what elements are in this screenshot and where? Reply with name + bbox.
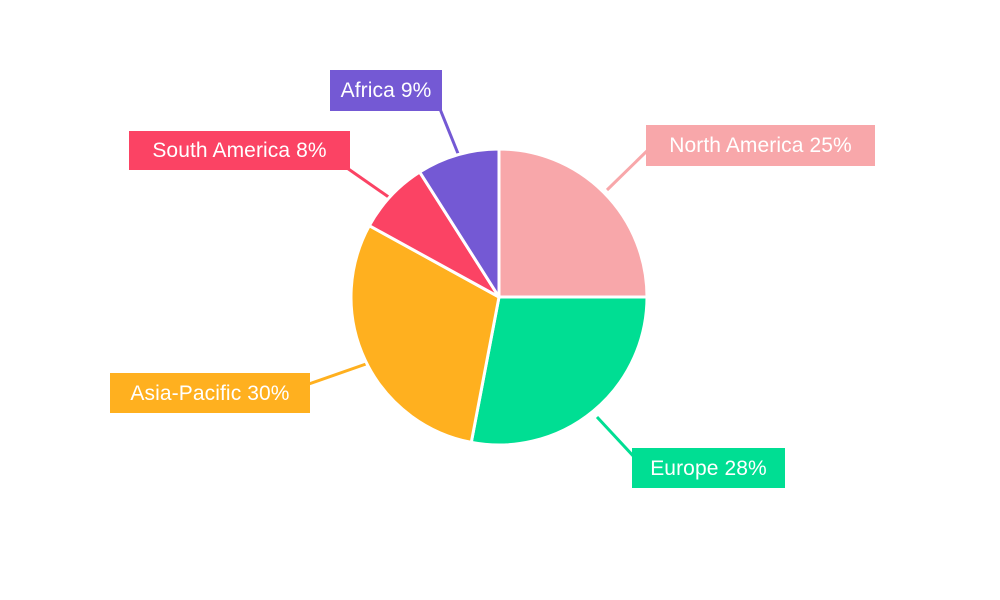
leader-line-north-america [605, 146, 652, 192]
pie-label-north-america[interactable]: North America 25% [646, 125, 875, 166]
leader-line-asia-pacific [305, 362, 367, 387]
pie-label-asia-pacific[interactable]: Asia-Pacific 30% [110, 373, 310, 413]
pie-slice-north-america[interactable] [497, 147, 649, 299]
pie-slice-asia-pacific[interactable] [349, 224, 501, 444]
pie-slice-europe[interactable] [469, 295, 649, 447]
leader-line-europe [595, 415, 638, 461]
pie-slice-africa[interactable] [418, 147, 501, 299]
pie-label-africa[interactable]: Africa 9% [330, 70, 442, 111]
leader-line-south-america [346, 166, 391, 200]
pie-slices-group [349, 147, 649, 447]
pie-label-europe[interactable]: Europe 28% [632, 448, 785, 488]
pie-label-south-america[interactable]: South America 8% [129, 131, 350, 170]
leader-lines-group [305, 108, 652, 461]
leader-line-africa [438, 108, 461, 157]
